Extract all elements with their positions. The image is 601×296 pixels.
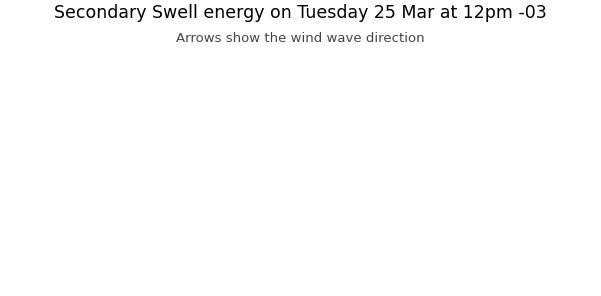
Text: Secondary Swell energy on Tuesday 25 Mar at 12pm -03: Secondary Swell energy on Tuesday 25 Mar… — [54, 4, 547, 22]
Text: Arrows show the wind wave direction: Arrows show the wind wave direction — [176, 32, 425, 45]
Text: Cartopy not available: Cartopy not available — [225, 166, 376, 180]
